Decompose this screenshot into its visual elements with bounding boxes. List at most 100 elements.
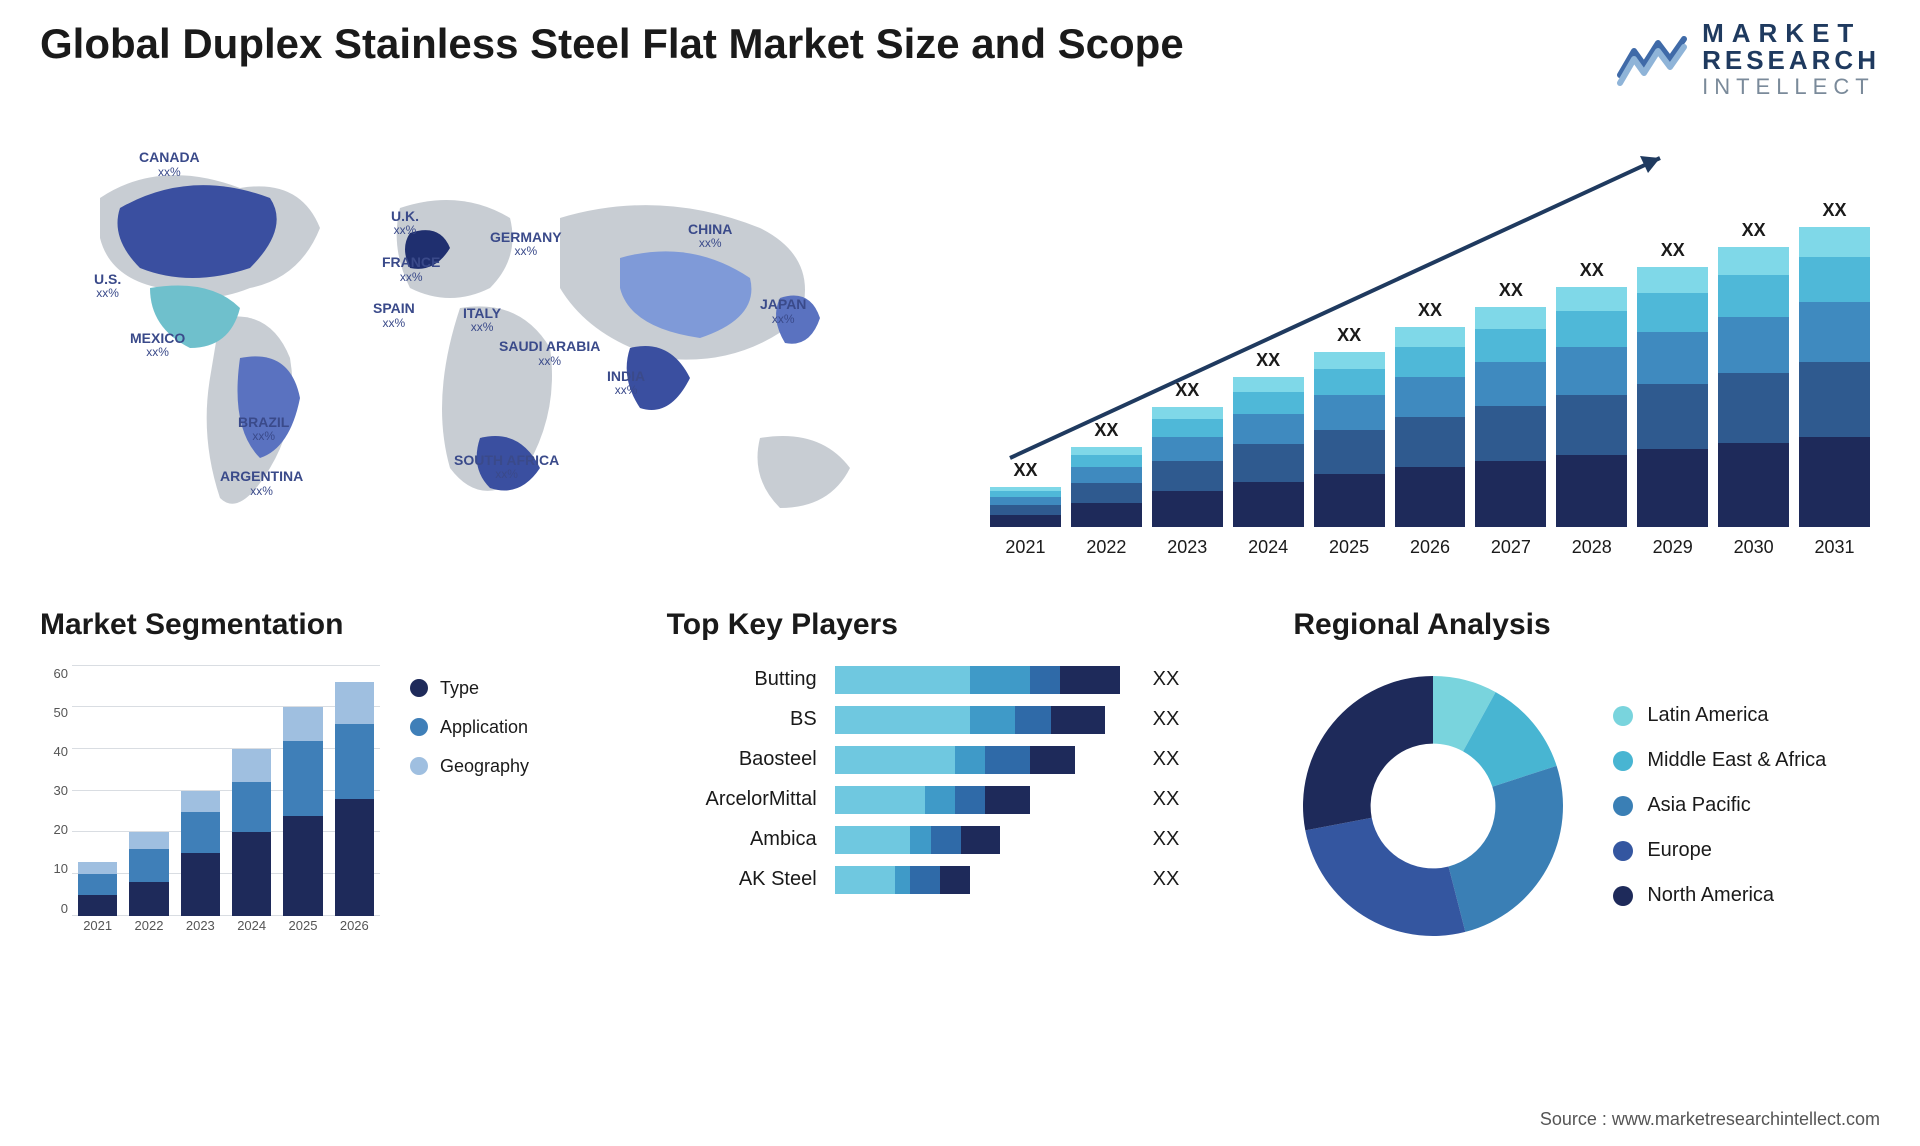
growth-stack xyxy=(1314,352,1385,527)
regional-legend-label: Latin America xyxy=(1647,704,1768,727)
header: Global Duplex Stainless Steel Flat Marke… xyxy=(40,20,1880,98)
seg-y-tick: 20 xyxy=(54,822,68,837)
world-map-panel: CANADAxx%U.S.xx%MEXICOxx%BRAZILxx%ARGENT… xyxy=(40,138,940,558)
growth-value-label: XX xyxy=(1742,220,1766,241)
seg-segment xyxy=(78,874,117,895)
key-player-segment xyxy=(835,666,970,694)
seg-segment xyxy=(335,682,374,724)
regional-body: Latin AmericaMiddle East & AfricaAsia Pa… xyxy=(1293,666,1880,946)
seg-segment xyxy=(283,816,322,916)
growth-year-label: 2026 xyxy=(1410,537,1450,558)
seg-y-tick: 30 xyxy=(54,783,68,798)
seg-x-label: 2026 xyxy=(335,918,374,946)
segmentation-title: Market Segmentation xyxy=(40,608,627,642)
key-player-value: XX xyxy=(1153,748,1180,771)
growth-value-label: XX xyxy=(1418,300,1442,321)
logo-mark-icon xyxy=(1616,31,1688,87)
growth-year-label: 2030 xyxy=(1734,537,1774,558)
growth-year-label: 2028 xyxy=(1572,537,1612,558)
key-player-segment xyxy=(835,706,970,734)
growth-column: XX2024 xyxy=(1233,350,1304,558)
growth-segment xyxy=(1314,352,1385,370)
growth-segment xyxy=(1071,447,1142,455)
growth-segment xyxy=(1395,347,1466,377)
regional-legend-item: North America xyxy=(1613,884,1826,907)
seg-segment xyxy=(78,895,117,916)
growth-segment xyxy=(1637,384,1708,449)
growth-segment xyxy=(1718,247,1789,275)
regional-panel: Regional Analysis Latin AmericaMiddle Ea… xyxy=(1293,608,1880,946)
country-label: INDIAxx% xyxy=(607,369,645,398)
key-player-segment xyxy=(835,746,955,774)
country-label: CANADAxx% xyxy=(139,150,200,179)
growth-stack xyxy=(1152,407,1223,527)
growth-value-label: XX xyxy=(1013,460,1037,481)
seg-segment xyxy=(283,707,322,740)
seg-legend-label: Type xyxy=(440,678,479,699)
growth-segment xyxy=(990,497,1061,505)
key-player-row: ArcelorMittalXX xyxy=(667,786,1254,814)
growth-value-label: XX xyxy=(1094,420,1118,441)
growth-stack xyxy=(1475,307,1546,527)
seg-legend-item: Geography xyxy=(410,756,529,777)
country-label: U.S.xx% xyxy=(94,272,121,301)
segmentation-panel: Market Segmentation 6050403020100 202120… xyxy=(40,608,627,946)
source-attribution: Source : www.marketresearchintellect.com xyxy=(1540,1109,1880,1130)
regional-legend-label: North America xyxy=(1647,884,1774,907)
key-players-title: Top Key Players xyxy=(667,608,1254,642)
country-label: SPAINxx% xyxy=(373,301,415,330)
growth-segment xyxy=(1799,257,1870,302)
growth-segment xyxy=(1071,503,1142,527)
growth-segment xyxy=(990,505,1061,515)
growth-segment xyxy=(1071,483,1142,503)
growth-segment xyxy=(1071,455,1142,467)
key-player-name: Baosteel xyxy=(667,748,817,771)
growth-year-label: 2031 xyxy=(1814,537,1854,558)
key-player-segment xyxy=(835,786,925,814)
growth-segment xyxy=(1799,302,1870,362)
growth-year-label: 2027 xyxy=(1491,537,1531,558)
growth-segment xyxy=(1395,377,1466,417)
country-label: GERMANYxx% xyxy=(490,230,562,259)
country-label: MEXICOxx% xyxy=(130,331,185,360)
key-player-name: AK Steel xyxy=(667,868,817,891)
segmentation-chart: 6050403020100 202120222023202420252026 xyxy=(40,666,380,946)
growth-segment xyxy=(1071,467,1142,483)
growth-segment xyxy=(1475,329,1546,362)
key-player-bar xyxy=(835,826,1135,854)
seg-y-tick: 40 xyxy=(54,744,68,759)
growth-segment xyxy=(1799,227,1870,257)
key-players-panel: Top Key Players ButtingXX BS XX Baosteel XX A… xyxy=(667,608,1254,946)
growth-segment xyxy=(1556,347,1627,395)
donut-slice xyxy=(1303,676,1433,830)
regional-legend-item: Europe xyxy=(1613,839,1826,862)
growth-segment xyxy=(1395,467,1466,527)
country-label: FRANCExx% xyxy=(382,255,440,284)
growth-column: XX2022 xyxy=(1071,420,1142,558)
key-player-value: XX xyxy=(1153,708,1180,731)
growth-segment xyxy=(1233,482,1304,527)
key-player-segment xyxy=(835,826,910,854)
growth-value-label: XX xyxy=(1580,260,1604,281)
seg-legend-item: Application xyxy=(410,717,529,738)
seg-segment xyxy=(335,799,374,916)
growth-segment xyxy=(1233,414,1304,444)
growth-segment xyxy=(1475,307,1546,329)
seg-legend-label: Geography xyxy=(440,756,529,777)
donut-svg xyxy=(1293,666,1573,946)
key-player-name: Butting xyxy=(667,668,817,691)
seg-bars xyxy=(72,666,380,916)
growth-column: XX2031 xyxy=(1799,200,1870,558)
growth-year-label: 2021 xyxy=(1005,537,1045,558)
swatch-icon xyxy=(410,757,428,775)
growth-year-label: 2025 xyxy=(1329,537,1369,558)
regional-legend-item: Asia Pacific xyxy=(1613,794,1826,817)
key-player-row: ButtingXX xyxy=(667,666,1254,694)
key-players-list: ButtingXXBSXXBaosteelXXArcelorMittalXXAm… xyxy=(667,666,1254,894)
country-label: BRAZILxx% xyxy=(238,415,289,444)
growth-column: XX2025 xyxy=(1314,325,1385,558)
segmentation-body: 6050403020100 202120222023202420252026 T… xyxy=(40,666,627,946)
key-player-name: BS xyxy=(667,708,817,731)
brand-logo: MARKET RESEARCH INTELLECT xyxy=(1616,20,1880,98)
seg-x-label: 2022 xyxy=(129,918,168,946)
